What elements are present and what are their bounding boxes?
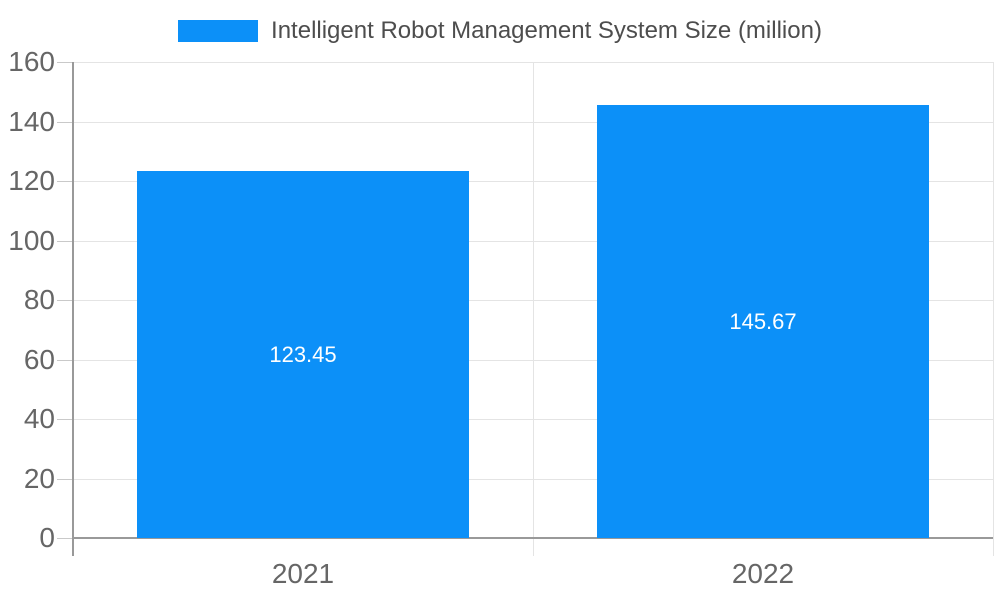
bar-value-label: 145.67 <box>729 309 797 334</box>
y-tick <box>57 181 73 182</box>
y-axis-label: 0 <box>39 522 55 553</box>
y-axis-label: 120 <box>8 165 55 196</box>
y-tick <box>57 122 73 123</box>
x-axis-label: 2021 <box>271 558 335 589</box>
x-gridline <box>993 62 994 556</box>
y-tick <box>57 300 73 301</box>
y-axis-line <box>72 62 74 556</box>
y-tick <box>57 360 73 361</box>
bar-2022[interactable] <box>597 105 929 538</box>
y-axis-label: 20 <box>23 463 55 494</box>
y-axis-label: 100 <box>8 225 55 256</box>
y-axis-label: 160 <box>8 46 55 77</box>
y-axis-label: 60 <box>23 344 55 375</box>
y-axis-label: 40 <box>23 403 55 434</box>
y-tick <box>57 62 73 63</box>
y-axis-label: 80 <box>23 284 55 315</box>
legend-swatch[interactable] <box>178 20 259 42</box>
legend[interactable]: Intelligent Robot Management System Size… <box>0 10 1000 52</box>
y-tick <box>57 419 73 420</box>
y-tick <box>57 479 73 480</box>
x-gridline <box>533 62 534 556</box>
x-axis-label: 2022 <box>731 558 795 589</box>
bar-value-label: 123.45 <box>269 342 337 367</box>
bar-2021[interactable] <box>137 171 469 538</box>
legend-label: Intelligent Robot Management System Size… <box>271 17 822 44</box>
y-axis-label: 140 <box>8 106 55 137</box>
y-tick <box>57 538 73 539</box>
y-tick <box>57 241 73 242</box>
x-axis-line <box>73 537 993 539</box>
